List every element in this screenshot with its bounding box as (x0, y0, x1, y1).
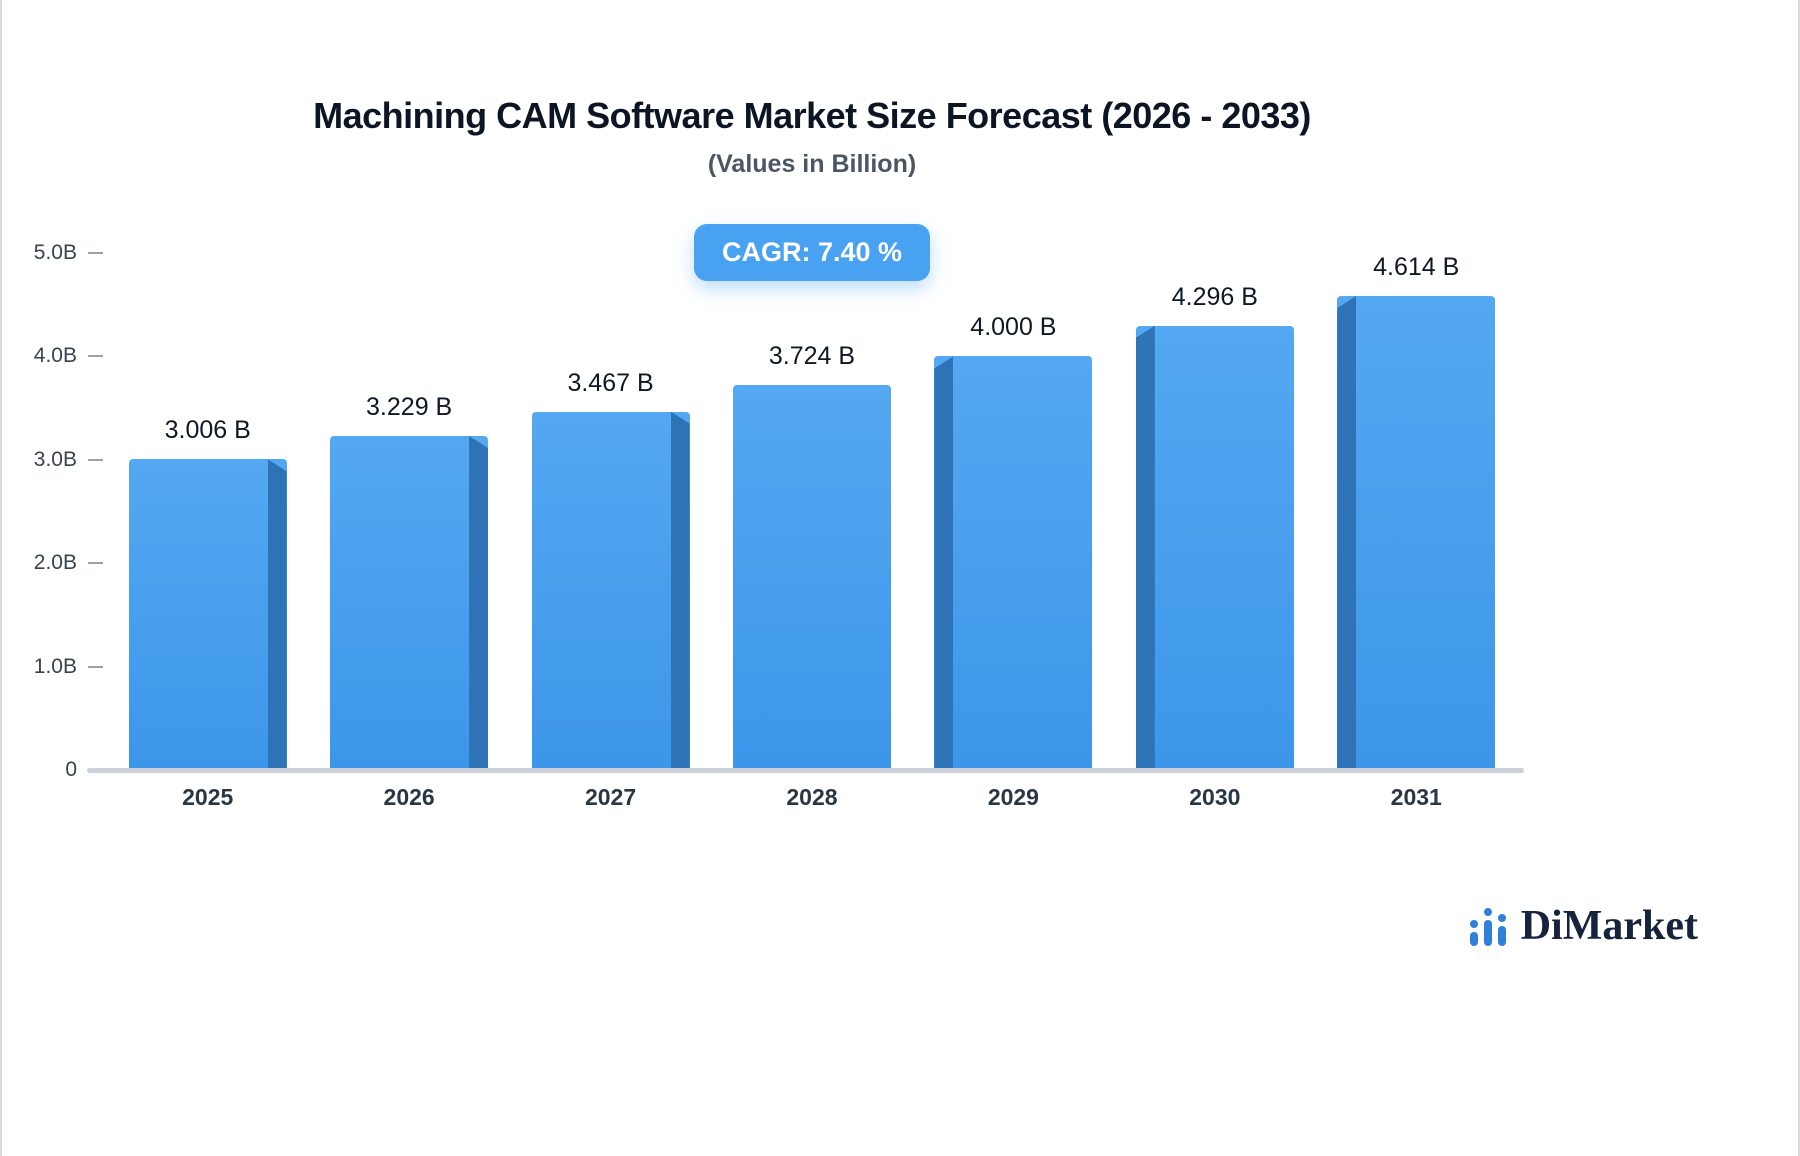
y-axis-tick-mark (88, 458, 103, 461)
y-axis-tick-label: 4.0B (33, 344, 77, 368)
bar-column: 3.006 B (107, 253, 308, 770)
bar-2026 (330, 436, 489, 770)
dimarket-logo: DiMarket (1465, 902, 1698, 948)
y-axis: 0 1.0B 2.0B 3.0B 4.0B 5.0B (2, 242, 107, 781)
y-axis-tick-mark (88, 252, 103, 254)
chart-title: Machining CAM Software Market Size Forec… (313, 95, 1311, 136)
bar-column: 3.724 B (711, 253, 912, 770)
bar-value-label: 3.467 B (567, 368, 654, 397)
bar-2030 (1135, 325, 1294, 770)
bar-column: 3.467 B (510, 253, 711, 770)
cagr-badge-row: CAGR: 7.40 % (107, 224, 1517, 281)
bar-column: 4.296 B (1114, 253, 1315, 770)
y-axis-tick-label: 3.0B (33, 447, 77, 471)
y-axis-tick-label: 0 (65, 758, 77, 781)
chart-area: Machining CAM Software Market Size Forec… (2, 0, 1622, 1156)
bar-2025 (128, 459, 287, 770)
x-axis: 2025 2026 2027 2028 2029 2030 2031 (107, 784, 1517, 811)
bar-value-label: 3.229 B (366, 393, 453, 422)
y-axis-tick-label: 2.0B (33, 551, 77, 575)
bar-value-label: 3.724 B (768, 341, 856, 370)
chart-subtitle: (Values in Billion) (707, 150, 917, 178)
y-axis-tick-label: 1.0B (33, 654, 77, 678)
bar-chart-icon (1469, 908, 1506, 946)
bar-2028 (732, 384, 891, 770)
x-axis-label: 2029 (987, 784, 1039, 810)
bar-value-label: 3.006 B (164, 416, 251, 445)
bar-2031 (1337, 296, 1496, 770)
y-axis-tick-mark (88, 355, 103, 358)
bar-2029 (934, 356, 1093, 770)
x-axis-label: 2031 (1390, 784, 1442, 810)
bar-column: 4.614 B (1316, 253, 1517, 770)
x-axis-label: 2027 (584, 784, 637, 810)
bar-value-label: 4.000 B (970, 313, 1057, 342)
y-axis-tick-mark (88, 562, 103, 565)
x-axis-baseline (87, 768, 1524, 773)
y-axis-tick-label: 5.0B (33, 241, 77, 264)
x-axis-label: 2028 (786, 784, 838, 810)
y-axis-tick-mark (88, 665, 103, 668)
dimarket-logo-text: DiMarket (1520, 903, 1698, 949)
bar-column: 4.000 B (913, 253, 1114, 770)
bar-column: 3.229 B (308, 253, 509, 770)
x-axis-label: 2025 (182, 784, 234, 810)
x-axis-label: 2030 (1189, 784, 1241, 810)
bar-value-label: 4.296 B (1171, 282, 1258, 311)
cagr-badge: CAGR: 7.40 % (693, 224, 931, 281)
x-axis-label: 2026 (383, 784, 435, 810)
plot-area: 3.006 B 3.229 B 3.467 B 3.724 B 4.000 B 4.296… (107, 253, 1517, 770)
bar-value-label: 4.614 B (1373, 253, 1460, 281)
bar-2027 (531, 411, 690, 770)
